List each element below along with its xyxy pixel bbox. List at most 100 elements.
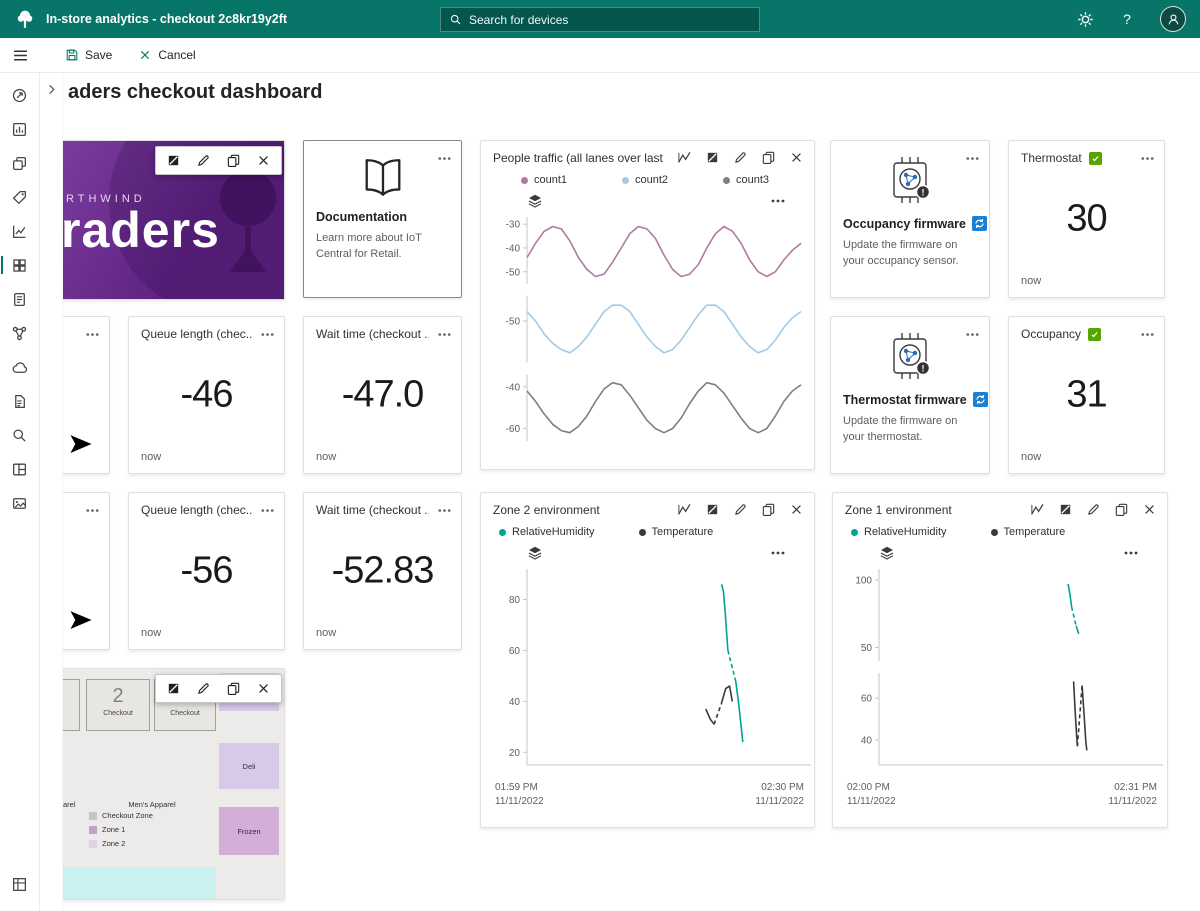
resize-tile-icon[interactable] [166,153,181,168]
tile-partial-2[interactable] [63,492,110,650]
delete-tile-icon[interactable] [789,150,804,165]
tile-thermostat-firmware[interactable]: Thermostat firmware Update the firmware … [830,316,990,474]
sync-command-icon[interactable] [972,216,987,231]
settings-gear-icon[interactable] [1076,10,1094,28]
resize-tile-icon[interactable] [705,502,720,517]
delete-tile-icon[interactable] [256,153,271,168]
tile-queue-length-1[interactable]: Queue length (chec... -46 now [128,316,285,474]
tile-menu-icon[interactable] [963,325,981,343]
tile-queue-length-2[interactable]: Queue length (chec... -56 now [128,492,285,650]
cancel-button[interactable]: Cancel [138,48,196,62]
tile-menu-icon[interactable] [258,501,276,519]
nav-devices-icon[interactable] [0,146,39,180]
nav-customization-image-icon[interactable] [0,486,39,520]
sync-command-icon[interactable] [973,392,988,407]
delete-tile-icon[interactable] [1142,502,1157,517]
copy-tile-icon[interactable] [226,681,241,696]
tile-menu-icon[interactable] [1138,149,1156,167]
edit-tile-icon[interactable] [733,502,748,517]
tile-thermostat[interactable]: Thermostat 30 now [1008,140,1165,298]
tile-menu-icon[interactable] [435,149,453,167]
save-label: Save [85,48,113,62]
tile-partial-1[interactable] [63,316,110,474]
layers-icon[interactable] [527,193,543,209]
delete-tile-icon[interactable] [256,681,271,696]
tile-menu-icon[interactable] [83,325,101,343]
chart-type-icon[interactable] [1030,502,1045,517]
hamburger-menu-icon[interactable] [0,47,40,64]
nav-audit-magnifier-icon[interactable] [0,418,39,452]
user-avatar[interactable] [1160,6,1186,32]
tile-zone1-environment-chart[interactable]: Zone 1 environment RelativeHumidity Temp… [832,492,1168,828]
brand-tree-logo-icon [216,167,280,279]
nav-dashboards-grid-icon[interactable] [0,248,39,282]
nav-jobs-flow-icon[interactable] [0,316,39,350]
nav-bar-chart-icon[interactable] [0,112,39,146]
copy-tile-icon[interactable] [1114,502,1129,517]
legend-item[interactable]: Temperature [638,526,713,538]
tile-menu-icon[interactable] [963,149,981,167]
nav-rules-document-icon[interactable] [0,384,39,418]
legend-item[interactable]: count3 [722,174,769,186]
legend-zone2: Zone 2 [89,839,153,848]
edit-tile-icon[interactable] [196,153,211,168]
search-input[interactable] [469,12,751,27]
tile-wait-time-1[interactable]: Wait time (checkout ... -47.0 now [303,316,462,474]
svg-text:-40: -40 [506,243,521,254]
copy-tile-icon[interactable] [761,502,776,517]
chip-alert-icon [884,330,936,382]
legend-item[interactable]: RelativeHumidity [851,526,947,538]
help-icon[interactable]: ? [1123,11,1131,27]
edit-tile-icon[interactable] [733,150,748,165]
legend-item[interactable]: Temperature [990,526,1065,538]
nav-forms-icon[interactable] [0,282,39,316]
resize-tile-icon[interactable] [1058,502,1073,517]
copy-tile-icon[interactable] [761,150,776,165]
copy-tile-icon[interactable] [226,153,241,168]
save-button[interactable]: Save [65,48,112,62]
room-cut-label: arel [63,800,76,809]
layers-icon[interactable] [527,545,543,561]
chart-menu-icon[interactable] [770,193,786,209]
resize-tile-icon[interactable] [166,681,181,696]
edit-tile-icon[interactable] [196,681,211,696]
chart-menu-icon[interactable] [770,545,786,561]
legend-item[interactable]: count2 [621,174,668,186]
legend-item[interactable]: RelativeHumidity [499,526,595,538]
chart-menu-icon[interactable] [1123,545,1139,561]
tile-occupancy-firmware[interactable]: Occupancy firmware Update the firmware o… [830,140,990,298]
tile-menu-icon[interactable] [435,501,453,519]
tile-brand-image[interactable]: RTHWIND raders [63,140,285,300]
svg-text:-50: -50 [506,267,521,278]
tile-menu-icon[interactable] [258,325,276,343]
device-search-box[interactable] [440,7,760,32]
tile-menu-icon[interactable] [1138,325,1156,343]
legend-item[interactable]: count1 [521,174,567,186]
chart-legend: count1 count2 count3 [481,174,814,186]
tile-people-traffic-chart[interactable]: People traffic (all lanes over last 1 co… [480,140,815,470]
nav-device-groups-tag-icon[interactable] [0,180,39,214]
chart-type-icon[interactable] [677,502,692,517]
legend-dot [621,176,629,184]
nav-analytics-line-chart-icon[interactable] [0,214,39,248]
delete-tile-icon[interactable] [789,502,804,517]
chart-title: Zone 2 environment [493,502,600,517]
tile-wait-time-2[interactable]: Wait time (checkout ... -52.83 now [303,492,462,650]
tile-store-map[interactable]: 2 Checkout 3 Checkout Bakery Deli Frozen… [63,668,285,900]
edit-tile-icon[interactable] [1086,502,1101,517]
tile-menu-icon[interactable] [83,501,101,519]
chart-type-icon[interactable] [677,150,692,165]
layers-icon[interactable] [879,545,895,561]
tile-documentation[interactable]: Documentation Learn more about IoT Centr… [303,140,462,298]
expand-panel-chevron-icon[interactable] [44,82,59,97]
wait-time-title: Wait time (checkout ... [316,503,429,517]
tile-occupancy[interactable]: Occupancy 31 now [1008,316,1165,474]
legend-dot [851,528,858,536]
nav-app-table-icon[interactable] [0,867,39,901]
tile-menu-icon[interactable] [435,325,453,343]
nav-data-export-cloud-icon[interactable] [0,350,39,384]
resize-tile-icon[interactable] [705,150,720,165]
nav-edit-layout-board-icon[interactable] [0,452,39,486]
nav-overview-compass-icon[interactable] [0,78,39,112]
tile-zone2-environment-chart[interactable]: Zone 2 environment RelativeHumidity Temp… [480,492,815,828]
